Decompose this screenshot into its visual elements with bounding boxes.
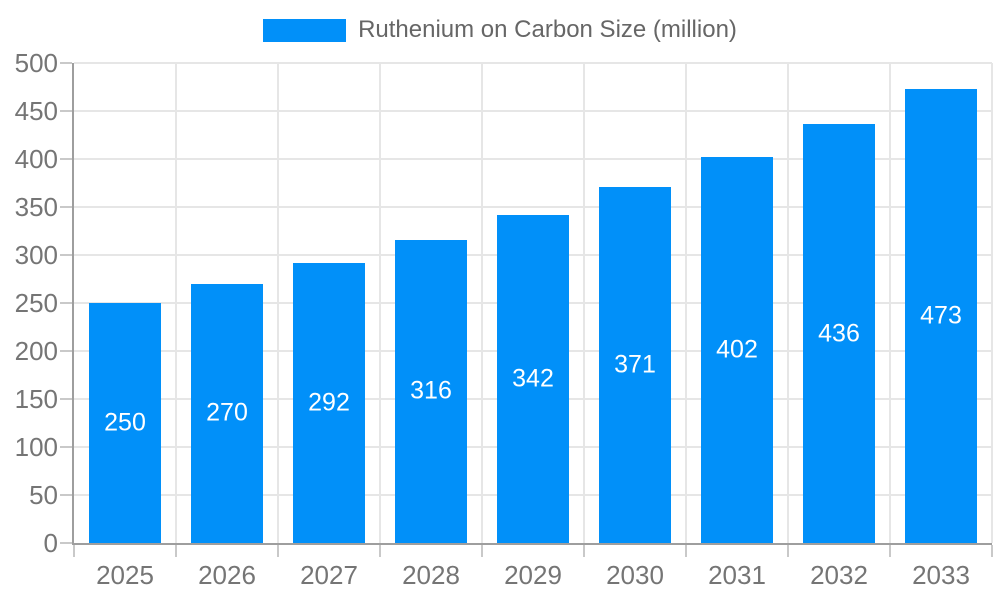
bar-2030[interactable] (599, 186, 671, 543)
bar-2032[interactable] (803, 124, 875, 543)
bar-2025[interactable] (89, 303, 161, 543)
x-tick-label: 2027 (300, 560, 358, 590)
y-tick-label: 350 (14, 192, 58, 222)
h-gridline (74, 62, 992, 64)
x-tick-label: 2029 (504, 560, 562, 590)
bar-value-label: 402 (716, 335, 758, 364)
bar-value-label: 436 (818, 319, 860, 348)
v-gridline (583, 63, 585, 543)
bar-2031[interactable] (701, 157, 773, 543)
y-tick-mark (60, 446, 72, 448)
legend-swatch-icon (263, 18, 347, 42)
y-tick-label: 0 (43, 528, 58, 558)
bar-value-label: 292 (308, 388, 350, 417)
x-tick-label: 2031 (708, 560, 766, 590)
y-tick-mark (60, 110, 72, 112)
legend[interactable]: Ruthenium on Carbon Size (million) (0, 14, 1000, 46)
y-tick-label: 250 (14, 288, 58, 318)
v-gridline (379, 63, 381, 543)
bar-value-label: 316 (410, 376, 452, 405)
h-gridline (74, 158, 992, 160)
v-gridline (685, 63, 687, 543)
v-gridline (481, 63, 483, 543)
x-tick-mark (175, 545, 177, 557)
x-tick-mark (481, 545, 483, 557)
y-tick-mark (60, 350, 72, 352)
bar-2033[interactable] (905, 88, 977, 543)
y-tick-mark (60, 254, 72, 256)
x-tick-mark (889, 545, 891, 557)
y-tick-label: 100 (14, 432, 58, 462)
x-tick-label: 2026 (198, 560, 256, 590)
bar-value-label: 270 (206, 398, 248, 427)
bar-value-label: 250 (104, 408, 146, 437)
y-tick-label: 300 (14, 240, 58, 270)
h-gridline (74, 110, 992, 112)
h-gridline (74, 206, 992, 208)
y-tick-mark (60, 542, 72, 544)
y-tick-label: 450 (14, 96, 58, 126)
x-tick-mark (379, 545, 381, 557)
v-gridline (277, 63, 279, 543)
y-tick-label: 500 (14, 48, 58, 78)
x-tick-mark (583, 545, 585, 557)
y-tick-mark (60, 302, 72, 304)
y-tick-label: 150 (14, 384, 58, 414)
bar-value-label: 371 (614, 350, 656, 379)
bar-2026[interactable] (191, 283, 263, 543)
bar-value-label: 342 (512, 364, 554, 393)
y-tick-mark (60, 398, 72, 400)
y-tick-label: 200 (14, 336, 58, 366)
plot-area: 250 270 292 316 342 371 402 436 473 (60, 62, 993, 557)
bar-2029[interactable] (497, 214, 569, 543)
x-tick-mark (73, 545, 75, 557)
y-tick-mark (60, 494, 72, 496)
y-axis-line (72, 63, 74, 543)
y-tick-mark (60, 158, 72, 160)
y-tick-mark (60, 62, 72, 64)
bar-value-label: 473 (920, 301, 962, 330)
v-gridline (175, 63, 177, 543)
v-gridline (991, 63, 993, 543)
x-axis-line (72, 543, 992, 545)
v-gridline (787, 63, 789, 543)
x-tick-label: 2025 (96, 560, 154, 590)
y-tick-mark (60, 206, 72, 208)
x-tick-mark (277, 545, 279, 557)
x-tick-mark (685, 545, 687, 557)
x-tick-label: 2030 (606, 560, 664, 590)
x-tick-mark (991, 545, 993, 557)
y-tick-label: 50 (29, 480, 58, 510)
x-tick-label: 2033 (912, 560, 970, 590)
x-tick-label: 2032 (810, 560, 868, 590)
bar-2028[interactable] (395, 239, 467, 543)
x-tick-label: 2028 (402, 560, 460, 590)
bar-2027[interactable] (293, 262, 365, 543)
legend-label: Ruthenium on Carbon Size (million) (358, 16, 737, 43)
x-tick-mark (787, 545, 789, 557)
v-gridline (889, 63, 891, 543)
y-tick-label: 400 (14, 144, 58, 174)
